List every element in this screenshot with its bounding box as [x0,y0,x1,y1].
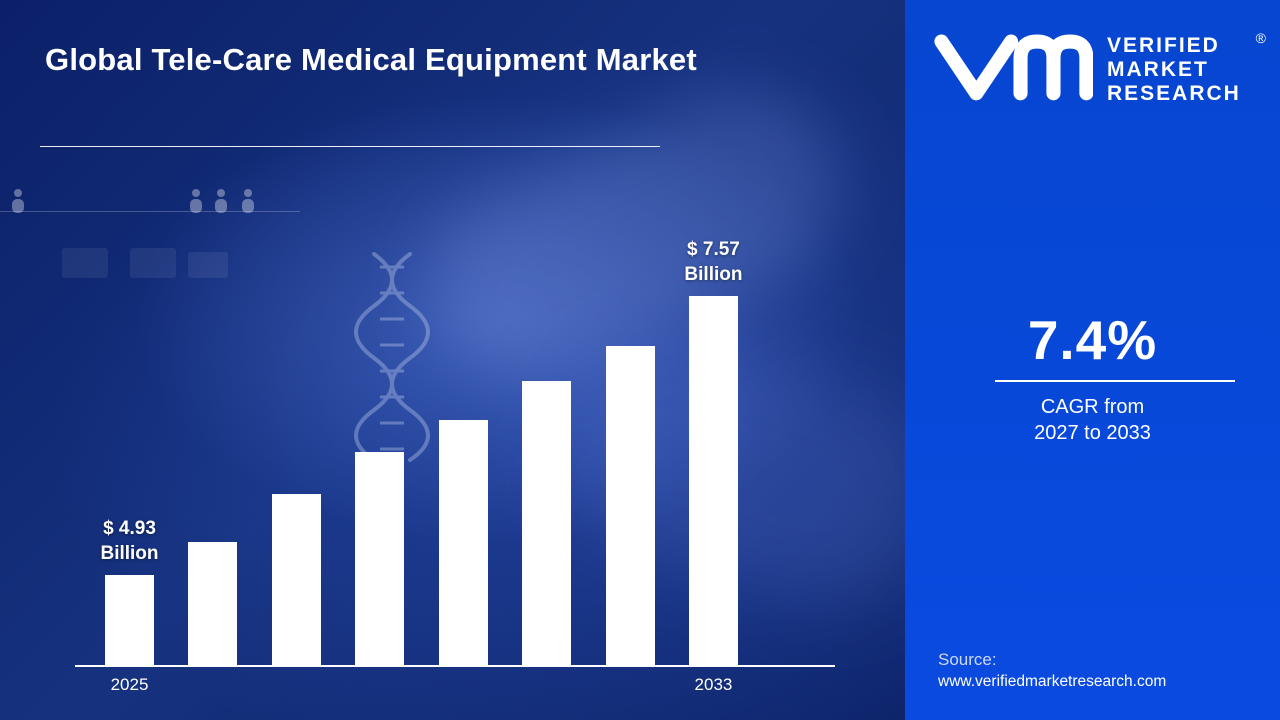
bar-column: $ 7.57 Billion [684,237,742,665]
x-axis-label [606,675,655,695]
bar-column: $ 4.93 Billion [100,516,159,665]
cagr-caption: CAGR from 2027 to 2033 [905,394,1280,446]
side-panel: VERIFIED MARKET RESEARCH ® 7.4% CAGR fro… [905,0,1280,720]
person-icon [12,189,24,213]
bar-value-label: $ 4.93 Billion [100,518,159,564]
x-axis-label [188,675,237,695]
source-url: www.verifiedmarketresearch.com [938,673,1167,690]
bar-column [438,420,488,665]
bar [605,346,655,665]
bar-column [522,381,572,665]
cagr-caption-line1: CAGR from [1040,396,1145,418]
bar-chart: $ 4.93 Billion $ 7.57 Billion 2025 2033 [75,225,835,695]
brand-logo: VERIFIED MARKET RESEARCH [933,28,1241,106]
bar [105,575,154,665]
brand-name-line: RESEARCH [1107,82,1241,105]
x-axis-label [355,675,404,695]
bar-column [271,494,321,665]
bar-column [188,542,238,665]
source-block: Source: www.verifiedmarketresearch.com [938,648,1166,692]
bars-row: $ 4.93 Billion $ 7.57 Billion [75,225,835,665]
brand-name-line: VERIFIED [1107,34,1220,57]
cagr-caption-line2: 2027 to 2033 [1034,422,1151,444]
people-group-icon [190,189,254,213]
registered-trademark-icon: ® [1255,30,1266,46]
bar-column [605,346,655,665]
x-axis-line [75,665,835,667]
background-folder-decoration [130,248,176,278]
x-axis-label [439,675,488,695]
cagr-value: 7.4% [1027,309,1158,371]
cagr-divider [995,380,1235,382]
bar [688,296,738,665]
source-label: Source: [938,650,997,669]
bar [355,452,405,665]
brand-name: VERIFIED MARKET RESEARCH [1107,34,1241,106]
years-row: 2025 2033 [75,667,835,695]
brand-name-line: MARKET [1107,58,1209,81]
background-folder-decoration [62,248,108,278]
x-axis-label [272,675,321,695]
bar-column [355,452,405,665]
bar [522,381,572,665]
background-folder-decoration [188,252,228,278]
x-axis-label [522,675,571,695]
bar [271,494,321,665]
background-timeline-decoration [0,211,300,212]
page-title: Global Tele-Care Medical Equipment Marke… [45,42,697,77]
x-axis-label: 2033 [694,675,733,694]
vmr-monogram-icon [934,34,1093,101]
bar-value-label: $ 7.57 Billion [684,239,743,285]
dna-strand-icon [354,252,430,462]
bar [438,420,488,665]
x-axis-label: 2025 [110,675,149,694]
title-underline [40,146,660,147]
bar [188,542,238,665]
